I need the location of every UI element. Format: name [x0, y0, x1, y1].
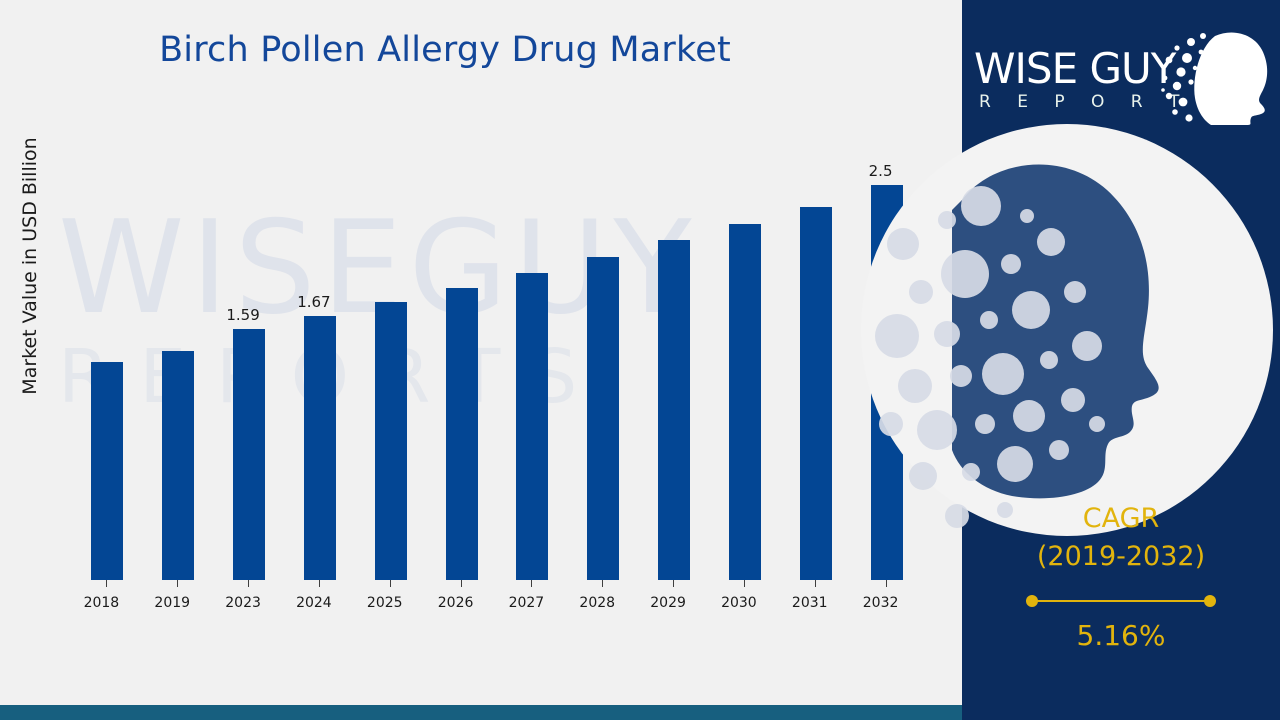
page-title: Birch Pollen Allergy Drug Market — [159, 30, 731, 70]
cagr-label-line-2: (2019-2032) — [1036, 541, 1206, 573]
bar — [233, 329, 266, 580]
head-profile-decoration-icon — [952, 164, 1159, 499]
y-axis-label: Market Value in USD Billion — [19, 137, 41, 395]
bar — [374, 302, 407, 580]
x-axis-tick — [885, 580, 887, 587]
dot-cluster-decoration-icon — [875, 186, 1105, 528]
bar — [728, 224, 761, 580]
cagr-block: CAGR (2019-2032) 5.16% — [962, 500, 1280, 652]
divider-line — [1032, 599, 1210, 602]
x-axis-tick-label: 2023 — [225, 595, 261, 611]
bar-group: 2018 — [72, 150, 130, 611]
x-axis-tick — [389, 580, 391, 587]
x-axis-tick-label: 2029 — [650, 595, 686, 611]
chart-panel: Birch Pollen Allergy Drug Market WISEGUY… — [19, 30, 916, 611]
x-axis-tick — [814, 580, 816, 587]
bar-group: 2031 — [781, 150, 839, 611]
bar-series: 2018 2019 1.59 2023 1.67 2024 2025 2026 2027 2028… — [66, 150, 916, 611]
bar-group: 2029 — [639, 150, 697, 611]
x-axis-tick-label: 2025 — [366, 595, 403, 611]
x-axis-tick-label: 2031 — [791, 595, 828, 611]
logo-wordmark: WISE GUY — [974, 44, 1176, 93]
bar-value-label: 2.5 — [868, 162, 893, 180]
x-axis-tick — [673, 580, 675, 587]
cagr-divider — [1026, 594, 1216, 607]
bar-group: 2019 — [143, 150, 201, 611]
cagr-value: 5.16% — [1076, 618, 1166, 652]
x-axis-tick — [106, 580, 108, 587]
bar-group: 2028 — [568, 150, 626, 611]
x-axis-tick-label: 2024 — [296, 595, 332, 611]
x-axis-tick-label: 2028 — [579, 595, 616, 611]
x-axis-tick — [460, 580, 462, 587]
bottom-accent-strip — [0, 705, 962, 720]
bar-group: 1.67 2024 — [285, 150, 343, 611]
bar — [445, 288, 478, 580]
bar-group: 1.59 2023 — [214, 150, 272, 611]
x-axis-tick — [248, 580, 250, 587]
x-axis-tick-label: 2027 — [508, 595, 545, 611]
x-axis-tick — [602, 580, 604, 587]
bar — [91, 362, 124, 580]
bar-group: 2025 — [356, 150, 414, 611]
bar — [303, 316, 336, 580]
logo-subtitle: R E P O R T S — [979, 92, 1228, 112]
bar-value-label: 1.67 — [297, 293, 331, 311]
bar-group: 2030 — [710, 150, 768, 611]
bar — [658, 240, 691, 580]
bar-group: 2027 — [497, 150, 555, 611]
bar — [587, 257, 620, 580]
x-axis-tick — [531, 580, 533, 587]
x-axis-tick-label: 2032 — [862, 595, 899, 611]
bar-group: 2026 — [427, 150, 485, 611]
x-axis-tick-label: 2030 — [721, 595, 757, 611]
x-axis-tick — [318, 580, 320, 587]
bar — [516, 273, 549, 580]
x-axis-tick-label: 2026 — [437, 595, 474, 611]
x-axis-tick — [177, 580, 179, 587]
bar-value-label: 1.59 — [226, 306, 260, 324]
x-axis-tick-label: 2018 — [83, 595, 120, 611]
plot-area: 2018 2019 1.59 2023 1.67 2024 2025 2026 2027 2028… — [66, 150, 916, 611]
logo-head-profile-icon — [1161, 32, 1268, 125]
x-axis-tick-label: 2019 — [154, 595, 191, 611]
x-axis-tick — [743, 580, 745, 587]
brand-logo: WISE GUY R E P O R T S — [962, 18, 1280, 128]
divider-dot-right — [1204, 594, 1216, 607]
bar — [162, 351, 195, 580]
bar — [799, 207, 832, 580]
cagr-label-line-1: CAGR — [1082, 503, 1160, 534]
